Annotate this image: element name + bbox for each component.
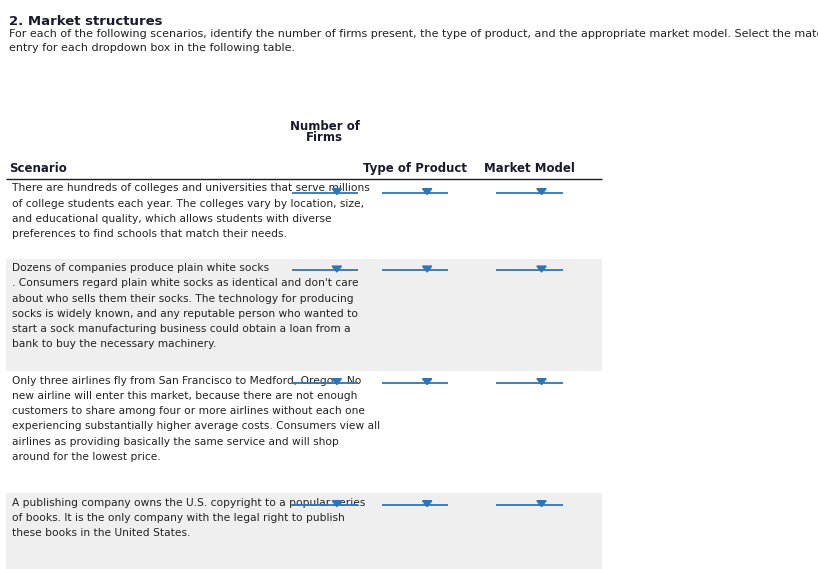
Polygon shape xyxy=(423,379,432,385)
FancyBboxPatch shape xyxy=(6,371,602,493)
Text: Number of: Number of xyxy=(290,119,360,133)
Polygon shape xyxy=(423,501,432,506)
Text: Only three airlines fly from San Francisco to Medford, Oregon. No
new airline wi: Only three airlines fly from San Francis… xyxy=(11,376,380,462)
Text: 2. Market structures: 2. Market structures xyxy=(9,14,162,27)
Text: Market Model: Market Model xyxy=(484,162,575,175)
Text: For each of the following scenarios, identify the number of firms present, the t: For each of the following scenarios, ide… xyxy=(9,28,818,53)
Polygon shape xyxy=(537,189,546,195)
Polygon shape xyxy=(332,266,341,272)
Polygon shape xyxy=(537,379,546,385)
Polygon shape xyxy=(332,501,341,506)
Text: A publishing company owns the U.S. copyright to a popular series
of books. It is: A publishing company owns the U.S. copyr… xyxy=(11,498,365,538)
FancyBboxPatch shape xyxy=(6,258,602,371)
FancyBboxPatch shape xyxy=(6,493,602,569)
Text: Dozens of companies produce plain white socks
. Consumers regard plain white soc: Dozens of companies produce plain white … xyxy=(11,263,358,349)
Polygon shape xyxy=(537,501,546,506)
Polygon shape xyxy=(537,266,546,272)
Text: There are hundreds of colleges and universities that serve millions
of college s: There are hundreds of colleges and unive… xyxy=(11,183,370,239)
Polygon shape xyxy=(423,189,432,195)
Text: Scenario: Scenario xyxy=(9,162,66,175)
Polygon shape xyxy=(332,379,341,385)
Text: Type of Product: Type of Product xyxy=(363,162,467,175)
FancyBboxPatch shape xyxy=(6,179,602,258)
Text: Firms: Firms xyxy=(306,131,344,145)
Polygon shape xyxy=(332,189,341,195)
Polygon shape xyxy=(423,266,432,272)
